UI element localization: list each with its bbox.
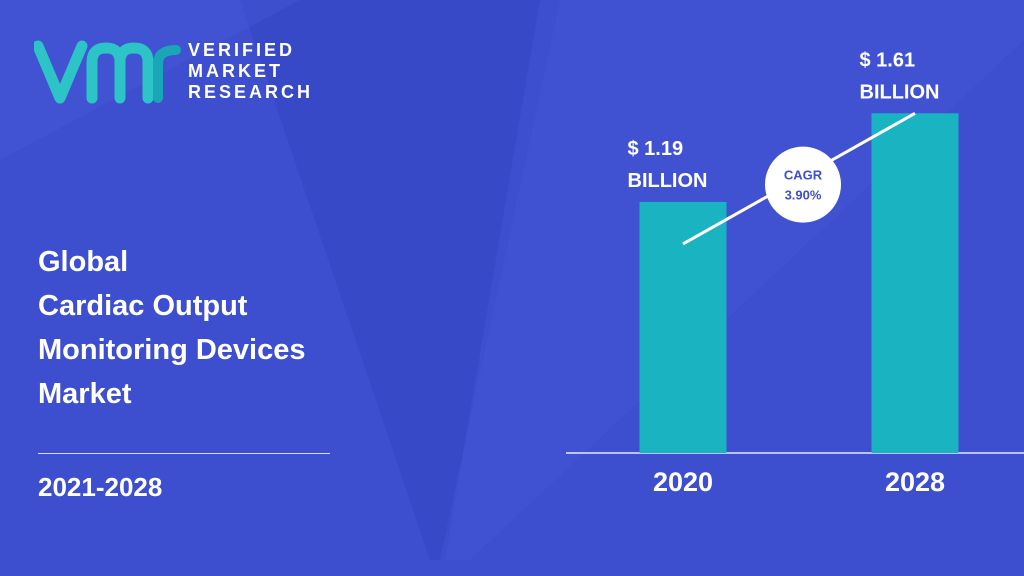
background-v-left	[240, 0, 540, 560]
title-line-2: Cardiac Output	[38, 290, 248, 322]
brand-name: VERIFIED MARKET RESEARCH	[188, 40, 313, 103]
x-tick-label-2020: 2020	[653, 467, 713, 497]
vmr-logo-icon	[34, 40, 181, 104]
data-label-2020-line-1: $ 1.19	[628, 138, 684, 160]
title-line-3: Monitoring Devices	[38, 334, 306, 366]
title-divider	[38, 453, 330, 454]
brand-line-3: RESEARCH	[188, 82, 314, 102]
data-label-2028-line-1: $ 1.61	[860, 49, 916, 71]
forecast-period: 2021-2028	[38, 472, 163, 502]
bar-2028	[871, 113, 959, 453]
cagr-badge	[765, 146, 841, 223]
bar-2020	[639, 201, 727, 453]
brand-line-2: MARKET	[188, 61, 283, 81]
data-label-2020-line-2: BILLION	[628, 170, 708, 192]
data-label-2028-line-2: BILLION	[860, 81, 940, 103]
brand-line-1: VERIFIED	[188, 40, 296, 60]
report-title: Global Cardiac Output Monitoring Devices…	[38, 240, 378, 416]
cagr-label: CAGR	[784, 168, 823, 183]
x-tick-label-2028: 2028	[885, 467, 945, 497]
cagr-value: 3.90%	[785, 188, 822, 203]
title-line-4: Market	[38, 378, 132, 410]
title-line-1: Global	[38, 246, 129, 278]
